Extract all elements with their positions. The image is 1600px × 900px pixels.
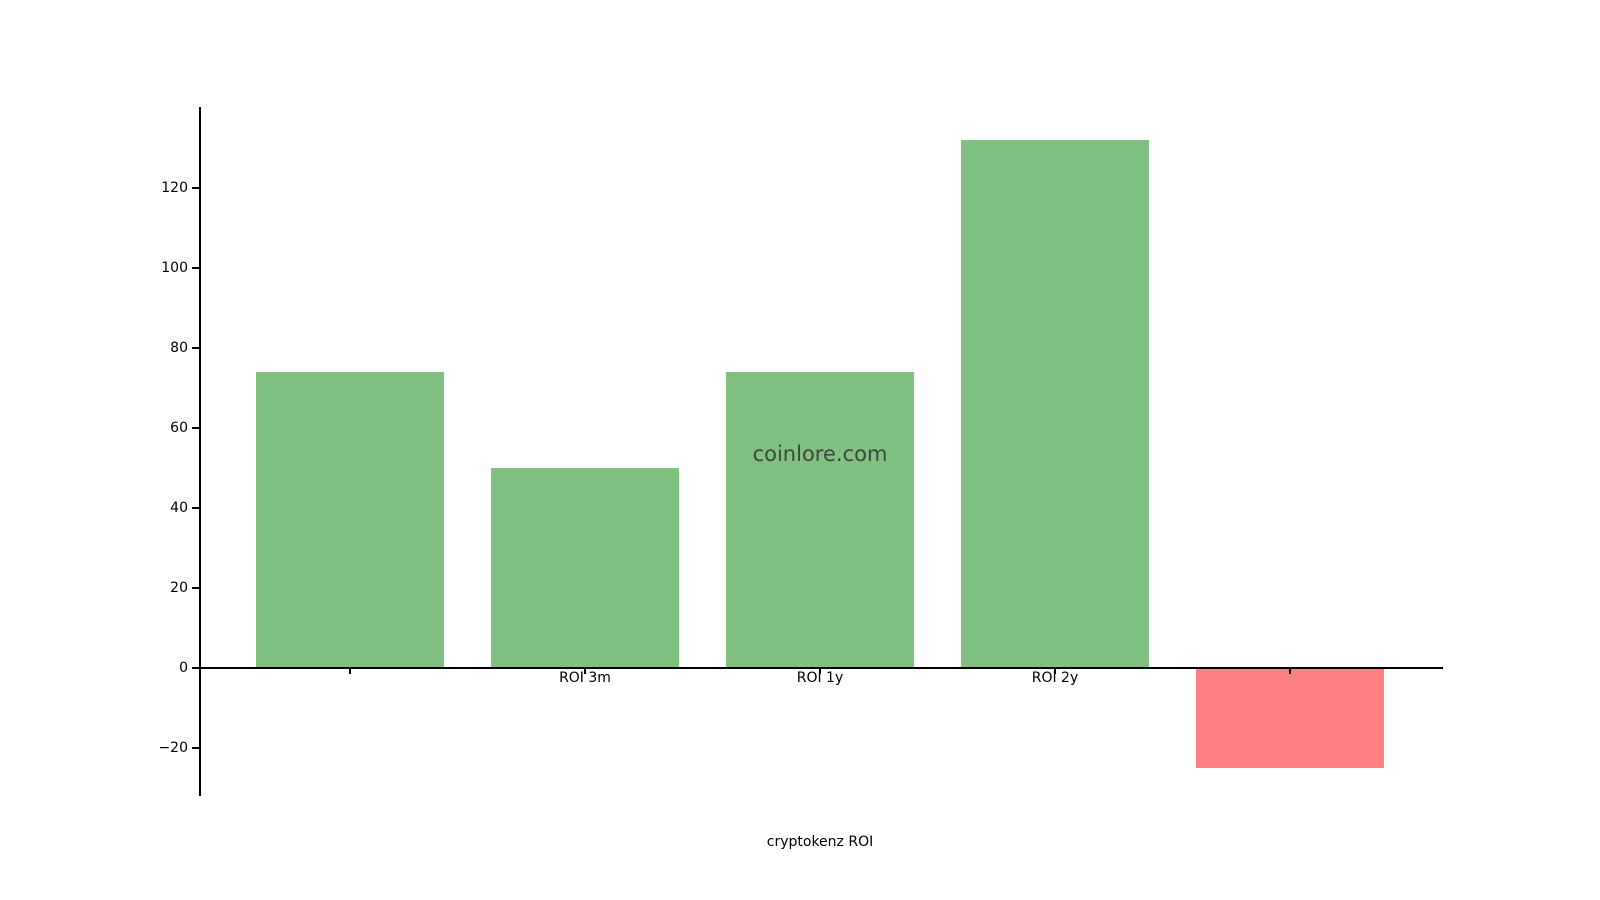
x-tick-label: ROI 1y [796,670,844,686]
watermark-text: coinlore.com [752,442,888,466]
y-tick-label: −20 [158,740,188,756]
y-tick-label: 60 [170,420,188,436]
y-tick-mark [192,747,199,749]
bar [1196,668,1384,768]
x-tick-mark [819,668,821,674]
x-tick-mark [1054,668,1056,674]
bar [961,140,1149,668]
y-tick-label: 80 [170,340,188,356]
x-axis-zero-line [200,667,1443,669]
y-tick-mark [192,587,199,589]
y-tick-label: 20 [170,580,188,596]
y-axis-spine [199,107,201,796]
y-tick-mark [192,507,199,509]
x-tick-mark [349,668,351,674]
y-tick-mark [192,347,199,349]
x-tick-label: ROI 3m [559,670,611,686]
bar [256,372,444,668]
y-tick-mark [192,267,199,269]
x-tick-label: ROI 2y [1031,670,1079,686]
bar [491,468,679,668]
y-tick-mark [192,187,199,189]
y-tick-label: 40 [170,500,188,516]
y-tick-label: 120 [161,180,188,196]
bar [726,372,914,668]
y-tick-label: 100 [161,260,188,276]
y-tick-mark [192,667,199,669]
x-tick-mark [584,668,586,674]
y-tick-label: 0 [179,660,188,676]
chart-title: cryptokenz ROI [766,834,874,850]
x-tick-mark [1289,668,1291,674]
y-tick-mark [192,427,199,429]
